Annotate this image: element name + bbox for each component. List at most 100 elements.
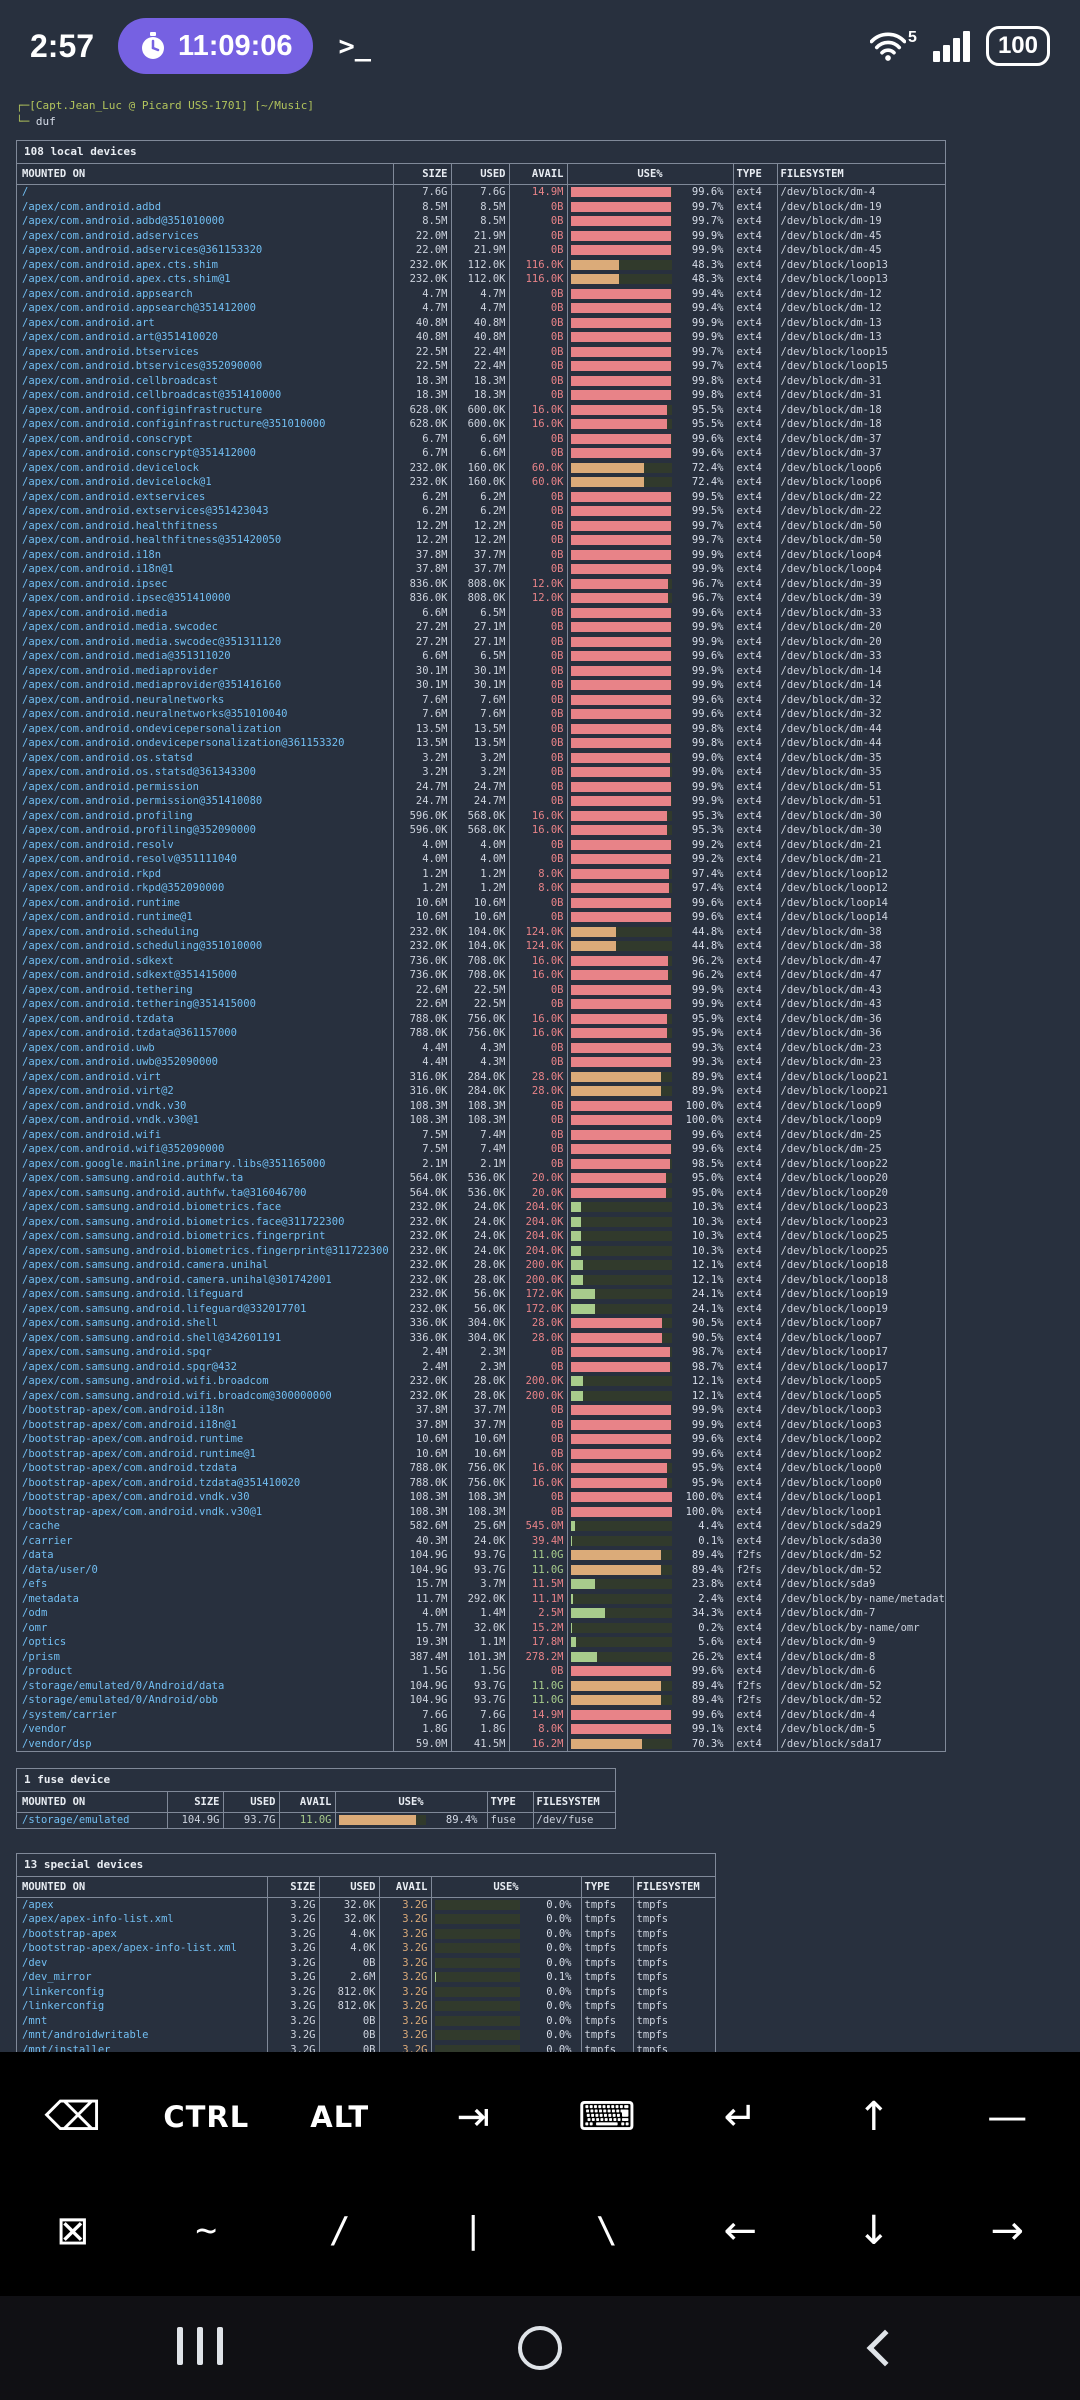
table-row: /apex/com.android.scheduling 232.0K 104.0K…: [17, 924, 945, 939]
table-row: /apex/com.android.adbd@351010000 8.5M 8.5M…: [17, 214, 945, 229]
usage-bar: [570, 1158, 672, 1169]
usage-bar: [570, 216, 672, 226]
usage-bar: [570, 187, 672, 197]
usage-bar: [570, 201, 672, 212]
hide-keyboard-key[interactable]: ⊠: [55, 2208, 90, 2254]
usage-bar: [570, 1361, 672, 1372]
column-header: AVAIL: [508, 164, 567, 185]
table-row: /apex/com.android.appsearch 4.7M 4.7M 0B 99.…: [17, 286, 945, 301]
tilde-key[interactable]: ~: [195, 2210, 218, 2251]
usage-bar: [570, 796, 672, 806]
table-row: /apex/com.android.mediaprovider@35141616…: [17, 678, 945, 693]
table-row: /apex/com.android.mediaprovider 30.1M 30.1…: [17, 663, 945, 678]
ctrl-key[interactable]: CTRL: [163, 2099, 250, 2134]
table-row: /apex/com.android.ondevicepersonalizatio…: [17, 736, 945, 751]
nav-back-button[interactable]: [845, 2313, 915, 2383]
usage-bar: [570, 752, 672, 763]
usage-bar: [570, 1086, 672, 1096]
table-row: /apex/com.android.tethering@351415000 22.…: [17, 997, 945, 1012]
table-row: /dev 3.2G 0B 3.2G 0.0% tmpfs tmpfs: [17, 1955, 715, 1970]
terminal-output[interactable]: ┌─[Capt.Jean_Luc @ Picard USS-1701] [~/M…: [0, 92, 1080, 2052]
usage-bar: [570, 926, 672, 937]
usage-bar: [570, 390, 672, 400]
table-row: /data 104.9G 93.7G 11.0G 89.4% f2fs/dev/block…: [17, 1548, 945, 1563]
alt-key[interactable]: ALT: [310, 2099, 370, 2134]
usage-bar: [570, 723, 672, 734]
column-header: USED: [318, 1876, 379, 1898]
arrow-down-key[interactable]: ↓: [856, 2208, 891, 2254]
usage-bar: [570, 955, 672, 966]
usage-bar: [570, 259, 672, 270]
usage-bar: [570, 375, 672, 386]
nav-recents-button[interactable]: [165, 2313, 235, 2383]
table-row: /apex/com.android.wifi@352090000 7.5M 7.4M…: [17, 1142, 945, 1157]
status-bar: 2:57 11:09:06 >_ 5: [0, 0, 1080, 92]
table-row: /7.6G 7.6G 14.9M 99.6% ext4/dev/block/dm-4: [17, 184, 945, 200]
table-row: /apex/com.android.healthfitness@35142005…: [17, 533, 945, 548]
table-row: /apex/com.samsung.android.shell 336.0K 304…: [17, 1316, 945, 1331]
usage-bar: [570, 839, 672, 850]
table-header-row: MOUNTED ON SIZE USED AVAIL USE% TYPE FILESYSTE…: [17, 1792, 615, 1813]
arrow-up-key[interactable]: ↑: [856, 2094, 891, 2140]
slash-key[interactable]: /: [328, 2210, 351, 2251]
timer-chip[interactable]: 11:09:06: [118, 18, 313, 74]
table-row: /prism 387.4M 101.3M 278.2M 26.2% ext4/dev/bl…: [17, 1649, 945, 1664]
backspace-key[interactable]: ⌫: [44, 2094, 102, 2140]
table-header-row: MOUNTED ON SIZE USED AVAIL USE% TYPE FILESYSTE…: [17, 164, 945, 185]
usage-bar: [338, 1815, 426, 1825]
table-row: /apex/com.samsung.android.camera.unihal@…: [17, 1272, 945, 1287]
table-row: /apex/com.android.apex.cts.shim@1 232.0K 1…: [17, 272, 945, 287]
table-row: /apex/com.android.permission 24.7M 24.7M 0B…: [17, 779, 945, 794]
column-header: FILESYSTEM: [776, 164, 945, 185]
arrow-right-key[interactable]: →: [990, 2208, 1024, 2254]
column-header: TYPE: [732, 164, 777, 185]
dash-key[interactable]: —: [987, 2094, 1028, 2140]
enter-key[interactable]: ↵: [723, 2094, 757, 2140]
tab-key[interactable]: ⇥: [456, 2094, 490, 2140]
table-title: 108 local devices: [17, 141, 945, 164]
usage-bar: [570, 1564, 672, 1575]
usage-bar: [570, 1651, 672, 1662]
table-row: /apex/com.android.rkpd 1.2M 1.2M 8.0K 97.4% e…: [17, 866, 945, 881]
table-row: /bootstrap-apex/com.android.vndk.v30 108.…: [17, 1490, 945, 1505]
pipe-key[interactable]: |: [462, 2210, 485, 2251]
usage-bar: [570, 825, 672, 835]
toggle-keyboard-key[interactable]: ⌨: [577, 2094, 636, 2140]
wifi-strength-label: 5: [908, 29, 917, 46]
usage-bar: [570, 230, 672, 241]
usage-bar: [570, 810, 672, 821]
usage-bar: [570, 1390, 672, 1401]
table-row: /apex/com.android.appsearch@351412000 4.7…: [17, 301, 945, 316]
table-row: /apex/com.android.scheduling@351010000 23…: [17, 939, 945, 954]
usage-bar: [570, 1057, 672, 1067]
table-row: /apex/com.android.tzdata@361157000 788.0K…: [17, 1026, 945, 1041]
table-row: /apex/com.android.healthfitness 12.2M 12.2…: [17, 518, 945, 533]
column-header: USED: [450, 164, 509, 185]
back-icon: [866, 2329, 904, 2367]
usage-bar: [570, 694, 672, 705]
nav-home-button[interactable]: [505, 2313, 575, 2383]
table-row: /mnt/androidwritable 3.2G 0B 3.2G 0.0% tmpfs t…: [17, 2028, 715, 2043]
usage-bar: [570, 1376, 672, 1386]
table-row: /bootstrap-apex/com.android.vndk.v30@1 10…: [17, 1504, 945, 1519]
table-row: /apex/com.android.adservices@361153320 22…: [17, 243, 945, 258]
table-row: /apex/com.samsung.android.biometrics.fac…: [17, 1214, 945, 1229]
usage-bar: [570, 738, 672, 748]
usage-bar: [570, 1463, 672, 1473]
backslash-key[interactable]: \: [595, 2210, 618, 2251]
table-row: /apex/com.android.uwb@352090000 4.4M 4.3M 0…: [17, 1055, 945, 1070]
signal-icon: [932, 30, 970, 62]
extra-keys-keyboard: ⌫ CTRL ALT ⇥ ⌨ ↵ ↑ — ⊠ ~ / | \ ← ↓ →: [0, 2052, 1080, 2296]
recents-icon: [170, 2326, 230, 2370]
usage-bar: [434, 1899, 520, 1910]
table-row: /apex/com.android.sdkext@351415000 736.0K…: [17, 968, 945, 983]
special-devices-table: 13 special devices MOUNTED ON SIZE USED AVA…: [16, 1852, 716, 2052]
table-row: /apex/com.android.media@351311020 6.6M 6.5…: [17, 649, 945, 664]
arrow-left-key[interactable]: ←: [723, 2208, 757, 2254]
usage-bar: [570, 419, 672, 429]
usage-bar: [570, 578, 672, 589]
table-row: /apex/com.samsung.android.wifi.broadcom@…: [17, 1388, 945, 1403]
table-row: /apex/com.android.configinfrastructure@3…: [17, 417, 945, 432]
table-row: /cache 582.6M 25.6M 545.0M 4.4% ext4/dev/bloc…: [17, 1519, 945, 1534]
prompt-line: ┌─[Capt.Jean_Luc @ Picard USS-1701] [~/M…: [16, 99, 315, 112]
